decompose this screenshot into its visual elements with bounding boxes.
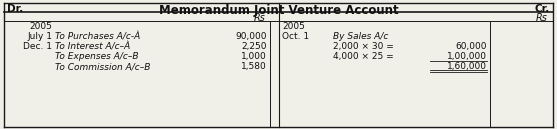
Text: Oct. 1: Oct. 1 bbox=[282, 32, 309, 41]
Text: Dec. 1: Dec. 1 bbox=[23, 42, 52, 51]
Text: 90,000: 90,000 bbox=[236, 32, 267, 41]
Text: Cr.: Cr. bbox=[535, 4, 550, 14]
Text: By Sales A/c: By Sales A/c bbox=[333, 32, 388, 41]
Text: Rs: Rs bbox=[536, 13, 548, 23]
Text: July 1: July 1 bbox=[27, 32, 52, 41]
Text: Memorandum Joint Venture Account: Memorandum Joint Venture Account bbox=[159, 4, 398, 17]
Text: 4,000 × 25 =: 4,000 × 25 = bbox=[333, 52, 394, 61]
Text: Dr.: Dr. bbox=[7, 4, 23, 14]
Text: 60,000: 60,000 bbox=[456, 42, 487, 51]
Text: 2,000 × 30 =: 2,000 × 30 = bbox=[333, 42, 394, 51]
Text: To Purchases A/c-À: To Purchases A/c-À bbox=[55, 32, 140, 41]
Text: 2,250: 2,250 bbox=[242, 42, 267, 51]
Text: 2005: 2005 bbox=[29, 22, 52, 31]
Text: 2005: 2005 bbox=[282, 22, 305, 31]
Text: 1,580: 1,580 bbox=[241, 62, 267, 71]
Text: 1,000: 1,000 bbox=[241, 52, 267, 61]
Text: To Expenses A/c–B: To Expenses A/c–B bbox=[55, 52, 139, 61]
Text: 1,00,000: 1,00,000 bbox=[447, 52, 487, 61]
Text: Rs: Rs bbox=[254, 13, 266, 23]
Text: To Commission A/c–B: To Commission A/c–B bbox=[55, 62, 150, 71]
Text: 1,60,000: 1,60,000 bbox=[447, 62, 487, 71]
Text: To Interest A/c–À: To Interest A/c–À bbox=[55, 42, 130, 51]
